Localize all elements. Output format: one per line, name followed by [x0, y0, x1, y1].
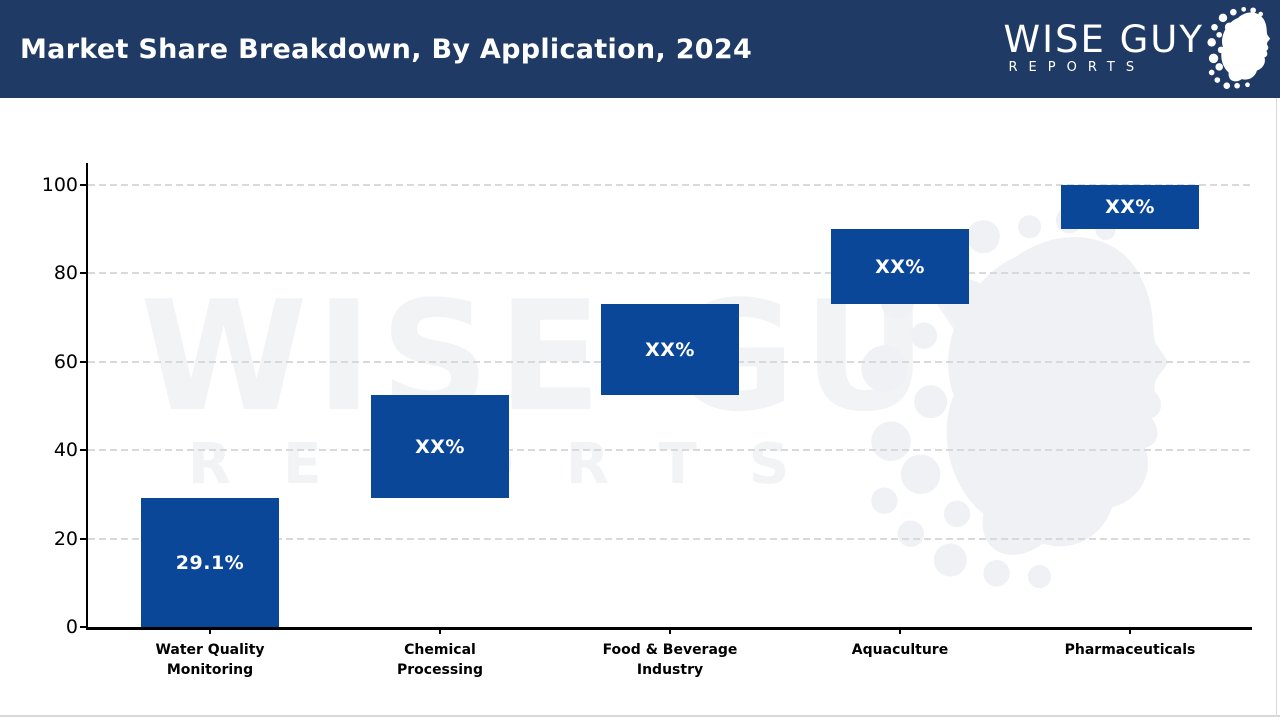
category-label-line: Processing: [396, 662, 484, 678]
xtick-mark-1: [209, 627, 211, 634]
gridline-80: [88, 272, 1252, 275]
ytick-label-60: 60: [53, 350, 78, 373]
gridline-20: [88, 537, 1252, 540]
bar-2: XX%: [371, 394, 509, 499]
bar-5: XX%: [1061, 185, 1199, 230]
ytick-label-20: 20: [53, 527, 78, 550]
category-label-line: Water Quality: [155, 642, 265, 658]
category-label-line: Aquaculture: [851, 642, 949, 658]
gridline-100: [88, 184, 1252, 186]
ytick-mark-40: [80, 449, 87, 452]
logo-wordmark: WISE GUY: [1003, 17, 1204, 61]
ytick-mark-100: [80, 184, 87, 186]
ytick-mark-80: [80, 272, 87, 275]
bar-3: XX%: [601, 304, 739, 395]
ytick-label-100: 100: [41, 174, 78, 196]
category-label-line: Industry: [636, 662, 704, 678]
gridline-40: [88, 449, 1252, 452]
page-right-border: [1276, 98, 1277, 717]
ytick-label-40: 40: [53, 439, 78, 462]
category-label-1: Water Quality Monitoring: [95, 640, 325, 680]
category-label-line: Monitoring: [166, 662, 254, 678]
xtick-mark-5: [1129, 627, 1131, 634]
category-label-5: Pharmaceuticals: [1015, 640, 1245, 660]
brand-logo: WISE GUY REPORTS: [1004, 6, 1272, 90]
category-label-line: Pharmaceuticals: [1064, 642, 1196, 658]
category-label-3: Food & Beverage Industry: [555, 640, 785, 680]
bar-value-label-4: XX%: [875, 255, 925, 278]
bar-value-label-2: XX%: [415, 435, 465, 458]
y-axis-spine: [86, 163, 88, 629]
ytick-mark-0: [80, 626, 87, 628]
xtick-mark-2: [439, 627, 441, 634]
brand-logo-text: WISE GUY REPORTS: [1003, 17, 1204, 76]
bar-value-label-3: XX%: [645, 338, 695, 361]
ytick-mark-60: [80, 360, 87, 363]
bar-value-label-5: XX%: [1105, 196, 1155, 219]
bar-1: 29.1%: [141, 498, 279, 627]
logo-face-icon: [1207, 6, 1271, 90]
xtick-mark-3: [669, 627, 671, 634]
logo-subtext: REPORTS: [1008, 60, 1146, 76]
bar-value-label-1: 29.1%: [175, 551, 245, 574]
category-label-2: Chemical Processing: [325, 640, 555, 680]
category-label-line: Food & Beverage: [602, 642, 738, 658]
header: Market Share Breakdown, By Application, …: [0, 0, 1280, 98]
bar-4: XX%: [831, 229, 969, 305]
page-title: Market Share Breakdown, By Application, …: [20, 34, 753, 65]
ytick-mark-20: [80, 537, 87, 540]
page-bottom-border: [0, 715, 1280, 717]
xtick-mark-4: [899, 627, 901, 634]
category-label-4: Aquaculture: [785, 640, 1015, 660]
category-label-line: Chemical: [404, 642, 476, 658]
ytick-label-80: 80: [53, 262, 78, 285]
x-axis-spine: [86, 627, 1252, 630]
ytick-label-0: 0: [65, 616, 78, 638]
